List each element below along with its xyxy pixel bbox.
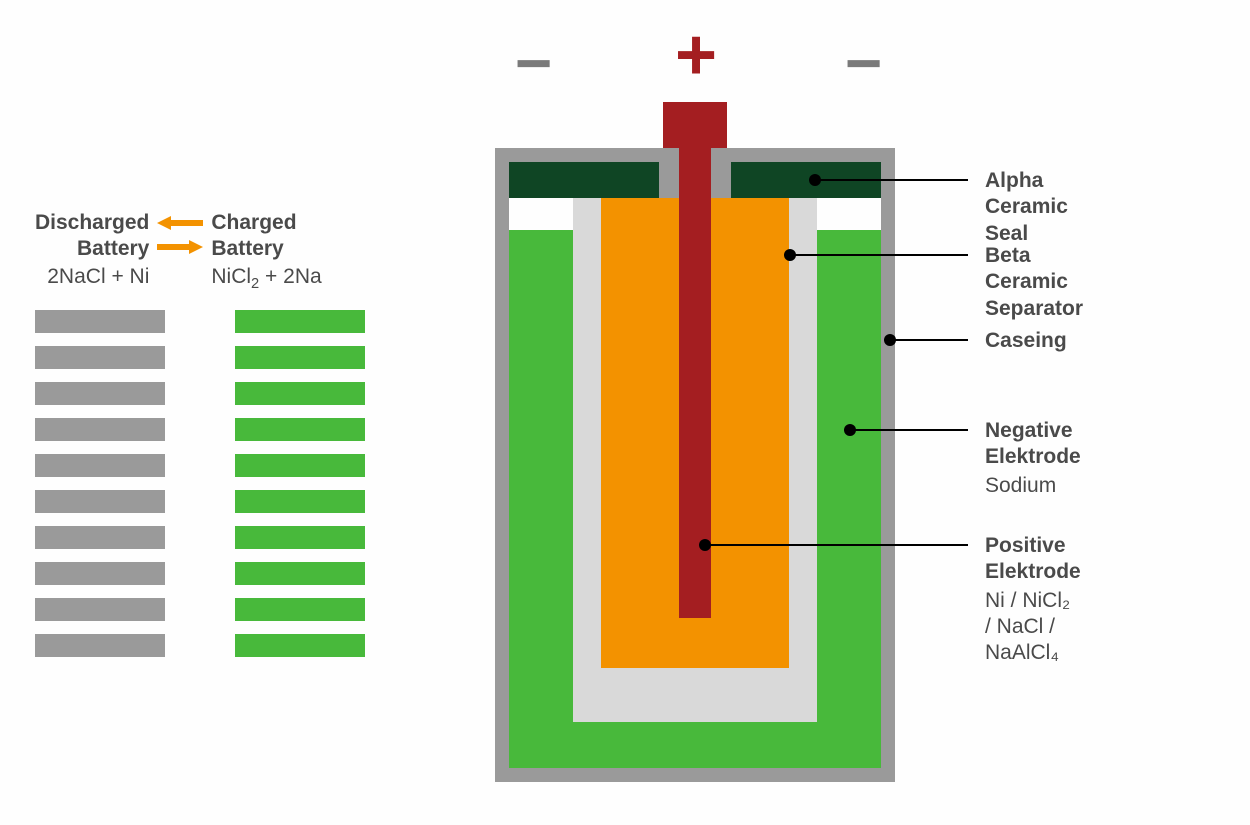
- layer-seal-right: [731, 162, 881, 198]
- minus-terminal-left: −: [515, 26, 552, 100]
- arrow-right-shape: [157, 240, 203, 254]
- charged-title-1: Charged: [211, 210, 321, 236]
- layer-seal-left: [509, 162, 659, 198]
- discharged-bar: [35, 454, 165, 477]
- charged-bar: [235, 382, 365, 405]
- discharged-formula-b: + Ni: [106, 265, 150, 288]
- annotation-title: Alpha Ceramic Seal: [985, 168, 1068, 247]
- charged-bar: [235, 454, 365, 477]
- diagram-root: Discharged Battery 2NaCl + Ni Charged Ba…: [0, 0, 1250, 825]
- discharged-bar: [35, 598, 165, 621]
- discharged-bar: [35, 310, 165, 333]
- plus-terminal: +: [675, 14, 717, 96]
- charged-bar: [235, 526, 365, 549]
- charged-bar: [235, 310, 365, 333]
- discharged-bar-column: [35, 310, 165, 657]
- discharged-title-2: Battery: [35, 236, 149, 262]
- arrow-left-shape: [157, 216, 203, 230]
- layer-rod: [679, 148, 711, 618]
- terminal-row: − + −: [495, 42, 895, 102]
- discharged-title-1: Discharged: [35, 210, 149, 236]
- annotation-neg-el: Negative ElektrodeSodium: [985, 418, 1081, 499]
- discharged-bar: [35, 634, 165, 657]
- arrow-left-icon: [157, 214, 203, 232]
- discharged-bar: [35, 526, 165, 549]
- state-comparison-panel: Discharged Battery 2NaCl + Ni Charged Ba…: [35, 210, 365, 657]
- annotation-sub: Sodium: [985, 473, 1081, 499]
- annotation-title: Positive Elektrode: [985, 533, 1081, 586]
- annotation-title: Beta Ceramic Separator: [985, 243, 1083, 322]
- charged-title-2: Battery: [211, 236, 321, 262]
- state-arrows: [157, 214, 203, 256]
- charged-bar: [235, 418, 365, 441]
- charged-formula-a: NiCl: [211, 265, 251, 288]
- annotation-title: Caseing: [985, 328, 1067, 354]
- discharged-bar: [35, 562, 165, 585]
- state-labels: Discharged Battery 2NaCl + Ni Charged Ba…: [35, 210, 365, 292]
- charged-bar: [235, 562, 365, 585]
- charged-bar: [235, 490, 365, 513]
- charged-formula-b: + 2Na: [259, 265, 321, 288]
- annotation-casing: Caseing: [985, 328, 1067, 354]
- charged-label-col: Charged Battery NiCl2 + 2Na: [211, 210, 321, 292]
- charged-bar-column: [235, 310, 365, 657]
- annotation-pos-el: Positive ElektrodeNi / NiCl₂ / NaCl / Na…: [985, 533, 1081, 666]
- bars-wrap: [35, 310, 365, 657]
- discharged-label-col: Discharged Battery 2NaCl + Ni: [35, 210, 149, 289]
- discharged-bar: [35, 418, 165, 441]
- discharged-formula-a: 2NaCl: [47, 265, 105, 288]
- annotation-alpha-seal: Alpha Ceramic Seal: [985, 168, 1068, 247]
- discharged-bar: [35, 382, 165, 405]
- charged-formula-sub: 2: [251, 276, 259, 292]
- battery-cross-section: − + −: [495, 122, 895, 782]
- charged-bar: [235, 598, 365, 621]
- charged-bar: [235, 346, 365, 369]
- discharged-bar: [35, 490, 165, 513]
- arrow-right-icon: [157, 238, 203, 256]
- discharged-formula: 2NaCl + Ni: [35, 265, 149, 289]
- annotation-title: Negative Elektrode: [985, 418, 1081, 471]
- annotation-sub: Ni / NiCl₂ / NaCl / NaAlCl₄: [985, 588, 1081, 667]
- minus-terminal-right: −: [845, 26, 882, 100]
- discharged-bar: [35, 346, 165, 369]
- charged-formula: NiCl2 + 2Na: [211, 265, 321, 292]
- annotation-beta-sep: Beta Ceramic Separator: [985, 243, 1083, 322]
- layer-rod-head: [663, 102, 727, 148]
- charged-bar: [235, 634, 365, 657]
